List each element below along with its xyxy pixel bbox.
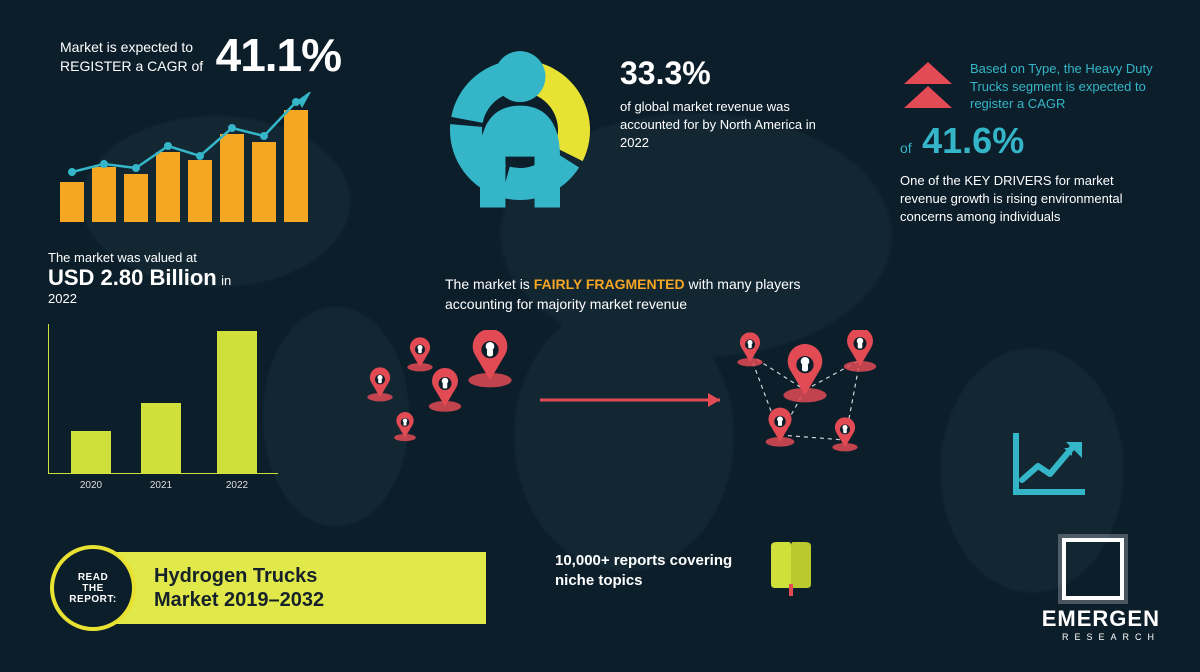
cagr-bar (124, 174, 148, 222)
fragmented-pre: The market is (445, 276, 534, 292)
valuation-lead: The market was valued at (48, 250, 308, 265)
reports-block: 10,000+ reports covering niche topics (555, 540, 815, 601)
fragmented-highlight: FAIRLY FRAGMENTED (534, 276, 685, 292)
cagr-bar (92, 167, 116, 222)
valuation-bar: 2022 (217, 331, 257, 473)
cagr-lead-text: Market is expected to REGISTER a CAGR of (60, 38, 203, 76)
donut-chart (440, 50, 600, 210)
heavy-duty-stat: Based on Type, the Heavy Duty Trucks seg… (900, 60, 1160, 227)
cta-band-line1: Hydrogen Trucks (154, 564, 324, 588)
logo-name: EMERGEN (1042, 606, 1160, 632)
logo-box-icon (1062, 538, 1124, 600)
cagr-bar (156, 152, 180, 222)
cagr-bar-chart (60, 92, 330, 222)
na-value: 33.3% (620, 55, 830, 92)
double-up-arrow-icon (900, 60, 956, 116)
reports-text: 10,000+ reports covering niche topics (555, 551, 753, 590)
cagr-bar (284, 110, 308, 222)
valuation-bar-chart: 2020 2021 2022 (48, 324, 278, 474)
cagr-lead-line2: REGISTER a CAGR of (60, 58, 203, 74)
cta-circle-label: READ THE REPORT: (50, 545, 136, 631)
valuation-year: 2022 (48, 291, 308, 306)
emergen-research-logo: EMERGEN RESEARCH (1042, 538, 1160, 642)
key-driver-text: One of the KEY DRIVERS for market revenu… (900, 172, 1160, 227)
valuation-bar-label: 2022 (217, 480, 257, 491)
valuation-bar: 2020 (71, 431, 111, 473)
valuation-bar: 2021 (141, 403, 181, 473)
cta-read-report[interactable]: READ THE REPORT: Hydrogen Trucks Market … (50, 545, 486, 631)
cagr-bar (188, 160, 212, 222)
cta-circle-text: READ THE REPORT: (61, 572, 124, 605)
cagr-bar (252, 142, 276, 222)
logo-sub: RESEARCH (1042, 632, 1160, 642)
growth-chart-icon (1010, 430, 1088, 503)
heavy-duty-value: 41.6% (922, 120, 1024, 162)
na-desc: of global market revenue was accounted f… (620, 98, 830, 153)
book-icon (767, 540, 815, 601)
heavy-duty-lead: Based on Type, the Heavy Duty Trucks seg… (970, 60, 1160, 116)
heavy-duty-of-label: of (900, 140, 912, 156)
cagr-bar (220, 134, 244, 222)
fragmented-text: The market is FAIRLY FRAGMENTED with man… (445, 275, 805, 314)
cagr-headline: Market is expected to REGISTER a CAGR of… (60, 28, 420, 82)
cta-band-line2: Market 2019–2032 (154, 588, 324, 612)
valuation-bar-label: 2021 (141, 480, 181, 491)
person-icon (440, 48, 600, 213)
north-america-stat: 33.3% of global market revenue was accou… (620, 55, 830, 153)
valuation-in: in (221, 273, 231, 288)
cta-band: Hydrogen Trucks Market 2019–2032 (106, 552, 486, 624)
cagr-bar (60, 182, 84, 222)
cagr-value: 41.1% (216, 28, 341, 82)
cagr-lead-line1: Market is expected to (60, 39, 193, 55)
valuation-block: The market was valued at USD 2.80 Billio… (48, 250, 308, 474)
valuation-value: USD 2.80 Billion (48, 265, 217, 290)
fragmented-graphic (350, 330, 910, 490)
valuation-bar-label: 2020 (71, 480, 111, 491)
